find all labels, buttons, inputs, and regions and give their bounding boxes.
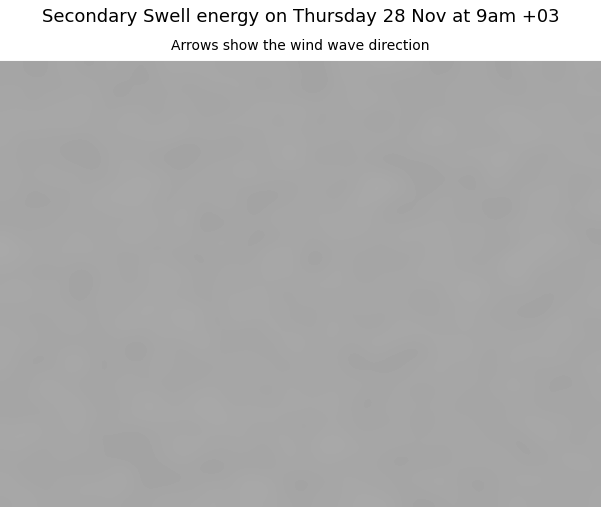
Text: Arrows show the wind wave direction: Arrows show the wind wave direction — [171, 39, 430, 53]
Text: Secondary Swell energy on Thursday 28 Nov at 9am +03: Secondary Swell energy on Thursday 28 No… — [41, 8, 560, 26]
